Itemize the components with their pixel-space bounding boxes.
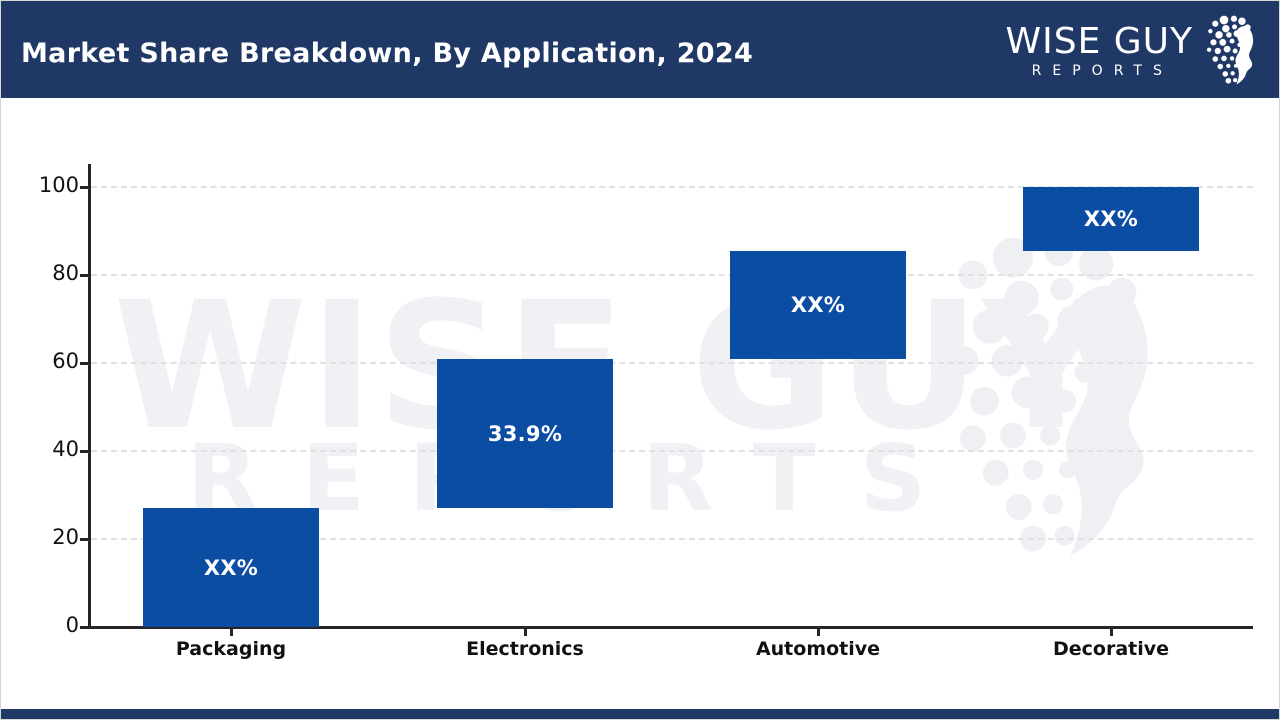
category-label: Electronics (466, 638, 584, 660)
brand-logo: WISE GUY REPORTS (1006, 9, 1256, 91)
x-tick (817, 627, 820, 636)
bar-value-label: XX% (203, 555, 259, 580)
bar-value-label: XX% (790, 293, 846, 318)
gridline-60 (91, 362, 1253, 364)
gridline-20 (91, 538, 1253, 540)
y-tick (80, 450, 89, 453)
bar-electronics: 33.9% (437, 359, 613, 509)
y-tick-label: 60 (52, 349, 79, 373)
x-axis-spine (88, 626, 1253, 629)
gridline-100 (91, 186, 1253, 188)
bar-value-label: XX% (1083, 207, 1139, 232)
bar-value-label: 33.9% (487, 421, 563, 446)
y-axis-spine (88, 164, 91, 628)
brand-subname: REPORTS (1031, 62, 1173, 79)
x-tick (230, 627, 233, 636)
gridline-40 (91, 450, 1253, 452)
brand-logo-text: WISE GUY REPORTS (1005, 20, 1194, 79)
page-title: Market Share Breakdown, By Application, … (21, 38, 754, 69)
x-tick (524, 627, 527, 636)
y-tick-label: 20 (52, 525, 79, 549)
header-bar: Market Share Breakdown, By Application, … (1, 1, 1279, 98)
gridline-80 (91, 274, 1253, 276)
y-tick (80, 186, 89, 189)
bar-decorative: XX% (1023, 187, 1199, 252)
category-label: Decorative (1052, 638, 1170, 660)
y-tick (80, 626, 89, 629)
brand-name: WISE GUY (1005, 20, 1193, 62)
y-tick-label: 80 (52, 261, 79, 285)
y-tick (80, 538, 89, 541)
bar-packaging: XX% (143, 508, 319, 627)
y-tick-label: 40 (52, 437, 79, 461)
brand-dotted-head-icon (1206, 15, 1254, 84)
y-tick (80, 274, 89, 277)
x-tick (1110, 627, 1113, 636)
category-label: Packaging (175, 638, 287, 660)
category-label: Automotive (755, 638, 881, 660)
y-tick-label: 100 (38, 173, 79, 197)
y-tick (80, 362, 89, 365)
y-tick-label: 0 (65, 613, 79, 637)
footer-bar (1, 709, 1279, 719)
bar-automotive: XX% (730, 251, 906, 360)
